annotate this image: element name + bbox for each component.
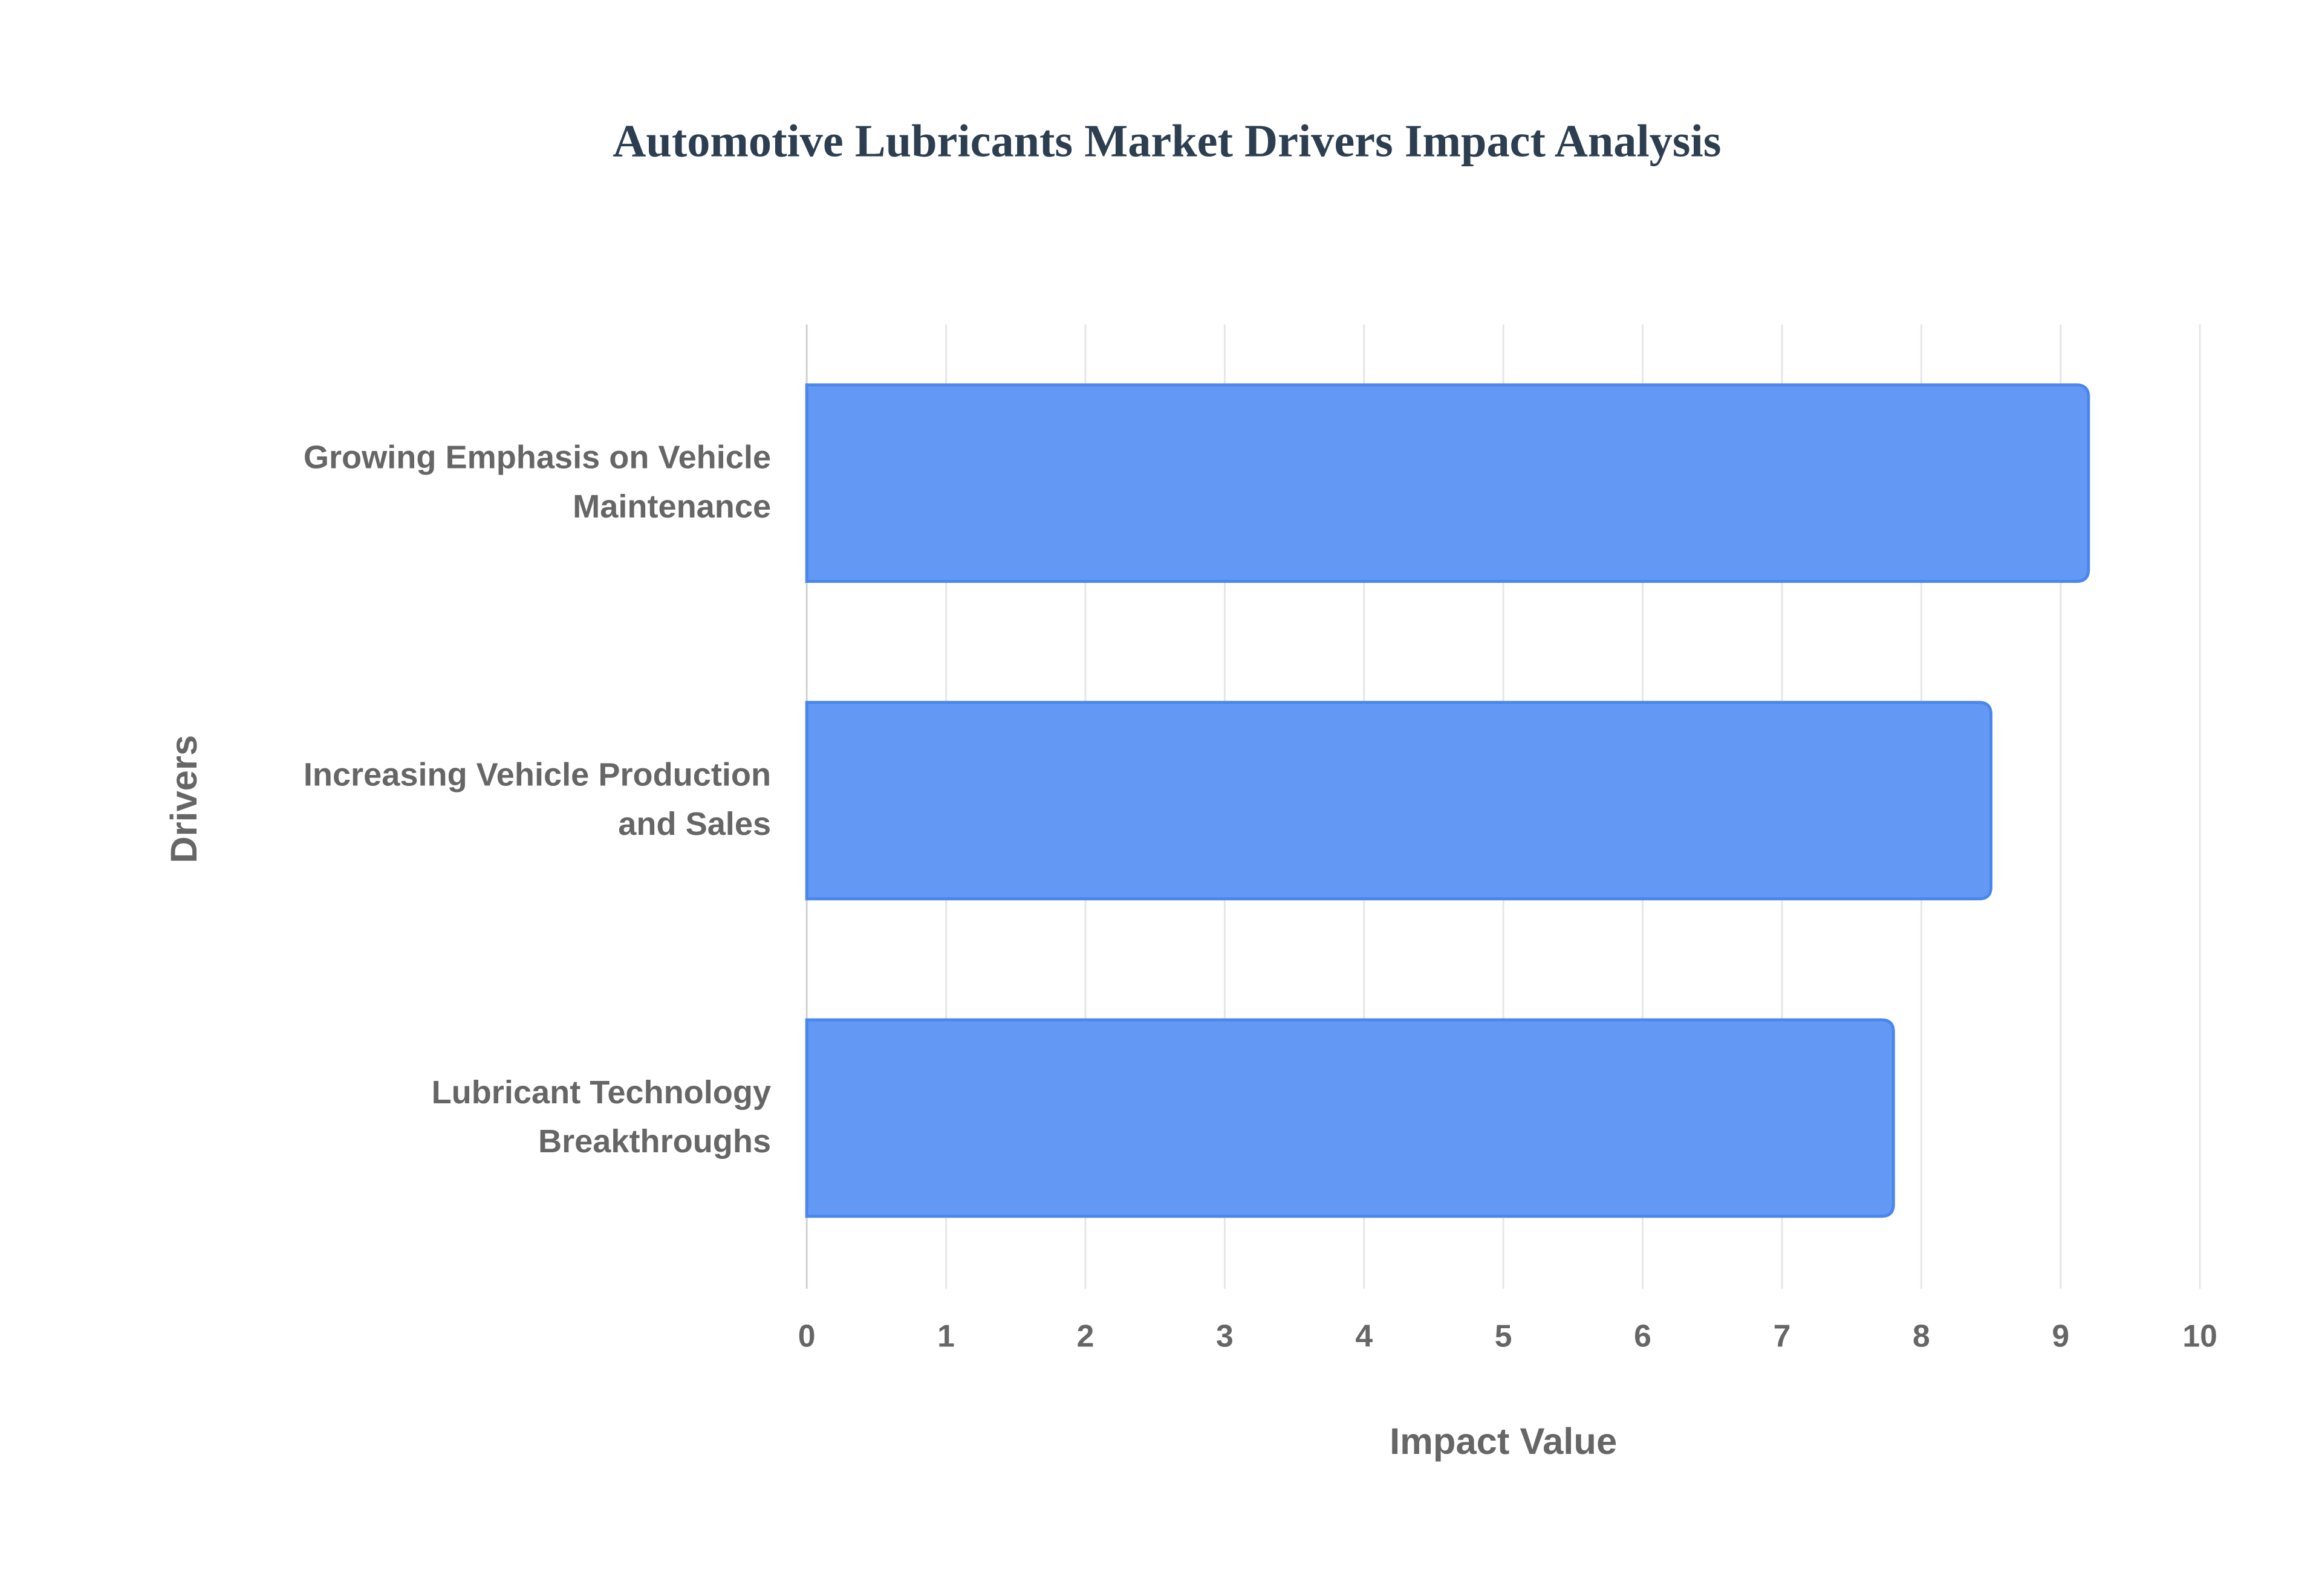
x-tick-label: 1 [937, 1319, 955, 1354]
y-axis-title: Drivers [163, 735, 205, 863]
category-label-line: Lubricant Technology [432, 1074, 771, 1111]
x-tick-label: 8 [1913, 1319, 1930, 1354]
category-label-line: Increasing Vehicle Production [304, 757, 771, 793]
x-tick-label: 3 [1216, 1319, 1234, 1354]
x-tick-label: 2 [1077, 1319, 1094, 1354]
bar [805, 701, 1993, 901]
x-axis-title: Impact Value [1390, 1421, 1617, 1462]
x-tick-label: 6 [1634, 1319, 1651, 1354]
x-tick-label: 0 [798, 1319, 816, 1354]
bar [805, 1018, 1895, 1218]
category-label: Lubricant Technology Breakthroughs [432, 1074, 771, 1160]
x-tick-label: 7 [1774, 1319, 1791, 1354]
x-tick-label: 10 [2182, 1319, 2217, 1354]
chart-title: Automotive Lubricants Market Drivers Imp… [613, 115, 1721, 166]
category-label-line: and Sales [618, 806, 771, 842]
x-tick-label: 5 [1495, 1319, 1512, 1354]
x-tick-labels: 0 1 2 3 4 5 6 7 8 9 10 [798, 1319, 2217, 1354]
category-labels: Growing Emphasis on Vehicle Maintenance In… [304, 440, 771, 1160]
category-label: Increasing Vehicle Production and Sales [304, 757, 771, 842]
category-label: Growing Emphasis on Vehicle Maintenance [304, 440, 771, 525]
category-label-line: Breakthroughs [538, 1123, 771, 1160]
x-tick-label: 9 [2052, 1319, 2069, 1354]
bars [805, 383, 2090, 1218]
bar [805, 383, 2090, 583]
x-tick-label: 4 [1355, 1319, 1373, 1354]
category-label-line: Maintenance [573, 488, 771, 525]
category-label-line: Growing Emphasis on Vehicle [304, 440, 771, 476]
